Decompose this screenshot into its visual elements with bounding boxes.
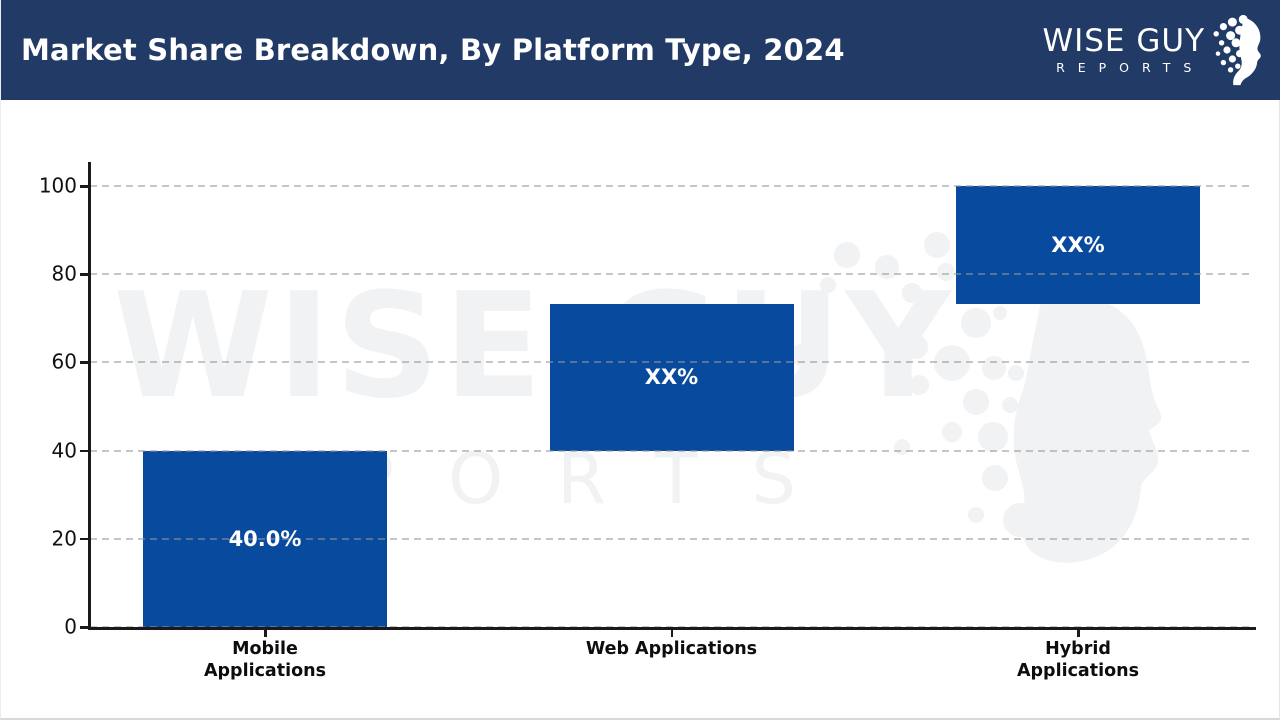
watermark-text-line1: WISE GUY — [113, 262, 955, 431]
bar-value-label: XX% — [1051, 232, 1105, 257]
x-axis-tick — [1077, 629, 1080, 637]
logo-face-icon — [1213, 14, 1261, 86]
category-label-line: Applications — [1016, 660, 1140, 681]
chart-canvas: WISE GUY REPORTS 0 20 40 60 80 100 40.0% Mobile… — [1, 100, 1280, 718]
x-axis-tick — [264, 629, 267, 637]
x-axis-tick — [670, 629, 673, 637]
y-axis-tick — [80, 626, 89, 629]
gridline-y-100 — [90, 185, 1253, 187]
bar-chart: 0 20 40 60 80 100 40.0% Mobile Applications XX% We… — [1, 100, 1280, 718]
logo-line2: REPORTS — [1056, 59, 1205, 75]
category-label-line: Hybrid — [1045, 639, 1111, 659]
gridline-y-40 — [90, 449, 1253, 452]
y-axis-tick — [80, 273, 89, 276]
y-axis-tick-label: 0 — [64, 614, 77, 639]
y-axis-line — [88, 162, 91, 629]
logo-line1: WISE GUY — [1042, 22, 1205, 59]
y-axis-tick-label: 40 — [51, 438, 77, 463]
y-axis-tick-label: 100 — [38, 173, 77, 198]
y-axis-tick — [80, 449, 89, 453]
y-axis-tick — [80, 537, 89, 541]
bar-value-label: 40.0% — [228, 526, 302, 551]
gridline-y-60 — [90, 361, 1253, 364]
gridline-y-20 — [90, 537, 1253, 540]
y-axis-tick-label: 80 — [51, 261, 77, 286]
brand-logo: WISE GUY REPORTS — [1042, 12, 1263, 88]
y-axis-tick-label: 20 — [51, 526, 77, 551]
bar-3 — [956, 186, 1200, 304]
y-axis-tick — [80, 361, 89, 364]
gridline-y-80 — [90, 273, 1253, 276]
header: Market Share Breakdown, By Platform Type… — [1, 0, 1280, 100]
category-label: Web Applications — [512, 639, 832, 661]
y-axis-tick — [80, 185, 89, 188]
watermark-face-icon — [790, 232, 1162, 563]
category-label-line: Applications — [203, 660, 327, 681]
category-label: Mobile Applications — [105, 639, 425, 682]
category-label-line: Mobile — [232, 639, 298, 659]
x-axis-line — [88, 627, 1256, 630]
y-axis-tick-label: 60 — [51, 349, 77, 374]
category-label-line: Web Applications — [585, 639, 758, 659]
bar-value-label: XX% — [644, 365, 699, 390]
category-label: Hybrid Applications — [918, 639, 1238, 682]
page-title: Market Share Breakdown, By Platform Type… — [21, 33, 845, 67]
logo-wordmark: WISE GUY REPORTS — [1042, 22, 1205, 75]
bar-2 — [549, 303, 794, 451]
